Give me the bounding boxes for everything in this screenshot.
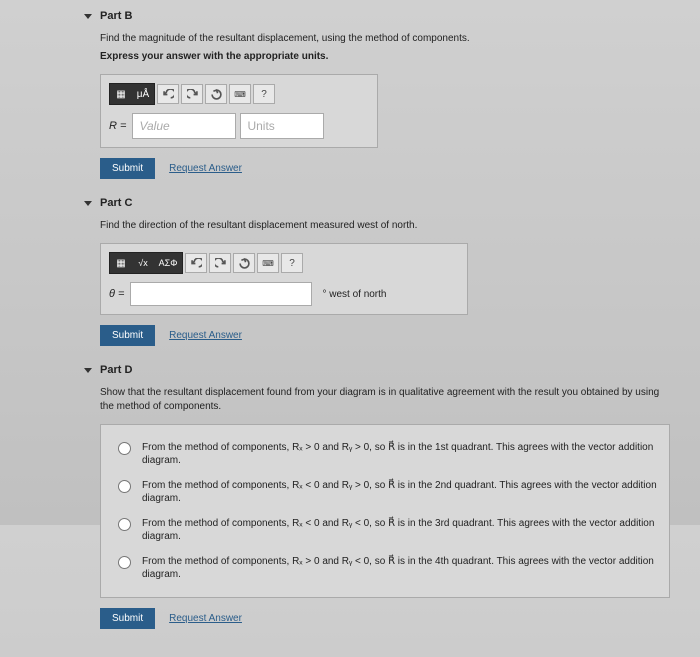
caret-icon bbox=[84, 368, 92, 373]
help-icon[interactable]: ? bbox=[253, 84, 275, 104]
mc-option-3[interactable]: From the method of components, Rₓ < 0 an… bbox=[111, 511, 659, 549]
part-b-header[interactable]: Part B bbox=[100, 10, 670, 22]
keyboard-icon[interactable]: ⌨ bbox=[257, 253, 279, 273]
value-input[interactable]: Value bbox=[132, 113, 236, 139]
part-d-submit-button[interactable]: Submit bbox=[100, 608, 155, 629]
undo-icon[interactable] bbox=[157, 84, 179, 104]
part-b-submit-button[interactable]: Submit bbox=[100, 158, 155, 179]
part-b-prompt2: Express your answer with the appropriate… bbox=[100, 50, 670, 64]
reset-icon[interactable] bbox=[205, 84, 227, 104]
part-d-prompt1: Show that the resultant displacement fou… bbox=[100, 386, 670, 414]
part-c-prompt1: Find the direction of the resultant disp… bbox=[100, 219, 670, 233]
part-c-var-label: θ = bbox=[109, 288, 124, 300]
mc-text-3: From the method of components, Rₓ < 0 an… bbox=[142, 517, 657, 543]
part-d: Part D Show that the resultant displacem… bbox=[100, 364, 670, 629]
part-c-header[interactable]: Part C bbox=[100, 197, 670, 209]
caret-icon bbox=[84, 201, 92, 206]
part-d-title: Part D bbox=[100, 364, 132, 376]
mc-option-4[interactable]: From the method of components, Rₓ > 0 an… bbox=[111, 549, 659, 587]
part-b-request-answer[interactable]: Request Answer bbox=[169, 163, 242, 174]
theta-input[interactable] bbox=[130, 282, 312, 306]
units-mu-button[interactable]: μÅ bbox=[132, 84, 154, 104]
sqrt-icon[interactable]: √x bbox=[132, 253, 154, 273]
part-b-var-label: R = bbox=[109, 120, 126, 132]
mc-text-2: From the method of components, Rₓ < 0 an… bbox=[142, 479, 657, 505]
redo-icon[interactable] bbox=[209, 253, 231, 273]
part-d-options-box: From the method of components, Rₓ > 0 an… bbox=[100, 424, 670, 598]
caret-icon bbox=[84, 14, 92, 19]
part-c-title: Part C bbox=[100, 197, 132, 209]
part-c-submit-button[interactable]: Submit bbox=[100, 325, 155, 346]
units-input[interactable]: Units bbox=[240, 113, 324, 139]
mc-option-1[interactable]: From the method of components, Rₓ > 0 an… bbox=[111, 435, 659, 473]
mc-radio-2[interactable] bbox=[118, 480, 131, 493]
part-b-toolbar: ▦ μÅ ⌨ ? bbox=[109, 83, 369, 105]
part-b-title: Part B bbox=[100, 10, 132, 22]
part-d-header[interactable]: Part D bbox=[100, 364, 670, 376]
part-b: Part B Find the magnitude of the resulta… bbox=[100, 10, 670, 179]
undo-icon[interactable] bbox=[185, 253, 207, 273]
part-b-answer-box: ▦ μÅ ⌨ ? R = Value Units bbox=[100, 74, 378, 148]
mc-radio-1[interactable] bbox=[118, 442, 131, 455]
part-c-toolbar: ▦ √x ΑΣΦ ⌨ ? bbox=[109, 252, 459, 274]
help-icon[interactable]: ? bbox=[281, 253, 303, 273]
reset-icon[interactable] bbox=[233, 253, 255, 273]
mc-text-1: From the method of components, Rₓ > 0 an… bbox=[142, 441, 657, 467]
part-c-request-answer[interactable]: Request Answer bbox=[169, 330, 242, 341]
template-icon[interactable]: ▦ bbox=[110, 253, 132, 273]
redo-icon[interactable] bbox=[181, 84, 203, 104]
mc-radio-4[interactable] bbox=[118, 556, 131, 569]
part-c-suffix: ° west of north bbox=[322, 289, 386, 300]
template-icon[interactable]: ▦ bbox=[110, 84, 132, 104]
sigma-button[interactable]: ΑΣΦ bbox=[154, 253, 182, 273]
mc-option-2[interactable]: From the method of components, Rₓ < 0 an… bbox=[111, 473, 659, 511]
part-c-answer-box: ▦ √x ΑΣΦ ⌨ ? θ = ° west of north bbox=[100, 243, 468, 315]
mc-text-4: From the method of components, Rₓ > 0 an… bbox=[142, 555, 657, 581]
part-c: Part C Find the direction of the resulta… bbox=[100, 197, 670, 346]
part-d-request-answer[interactable]: Request Answer bbox=[169, 613, 242, 624]
part-b-prompt1: Find the magnitude of the resultant disp… bbox=[100, 32, 670, 46]
keyboard-icon[interactable]: ⌨ bbox=[229, 84, 251, 104]
